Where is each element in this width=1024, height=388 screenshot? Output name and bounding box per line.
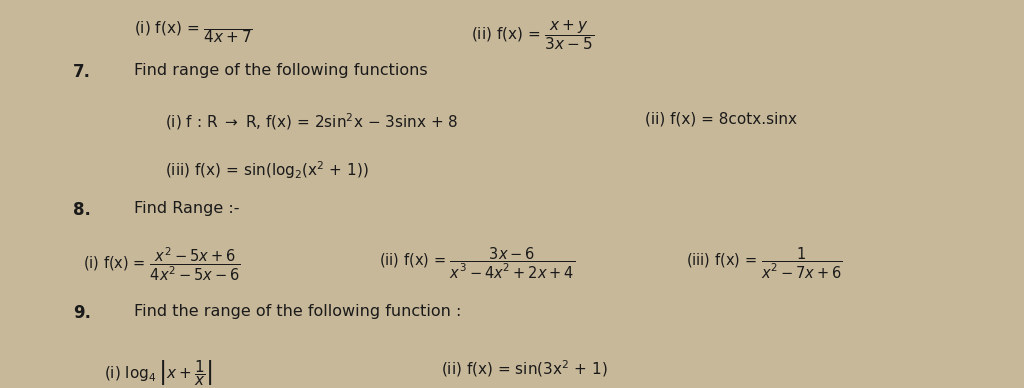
Text: (iii) f(x) = $\dfrac{1}{x^2-7x+6}$: (iii) f(x) = $\dfrac{1}{x^2-7x+6}$ [686,245,842,281]
Text: (i) f(x) = $\dfrac{x^2-5x+6}{4x^2-5x-6}$: (i) f(x) = $\dfrac{x^2-5x+6}{4x^2-5x-6}$ [83,245,241,283]
Text: 9.: 9. [73,304,91,322]
Text: 8.: 8. [73,201,91,218]
Text: (i) $\log_4\left|x+\dfrac{1}{x}\right|$: (i) $\log_4\left|x+\dfrac{1}{x}\right|$ [103,359,212,388]
Text: Find range of the following functions: Find range of the following functions [134,63,428,78]
Text: (iii) f(x) = sin(log$_2$(x$^2$ + 1)): (iii) f(x) = sin(log$_2$(x$^2$ + 1)) [165,159,369,181]
Text: (i) f(x) = $\dfrac{\quad\quad\quad}{4x+7}$: (i) f(x) = $\dfrac{\quad\quad\quad}{4x+7… [134,19,253,45]
Text: Find the range of the following function :: Find the range of the following function… [134,304,462,319]
Text: (ii) f(x) = 8cotx.sinx: (ii) f(x) = 8cotx.sinx [645,111,797,126]
Text: (ii) f(x) = $\dfrac{x+y}{3x-5}$: (ii) f(x) = $\dfrac{x+y}{3x-5}$ [471,19,594,52]
Text: (i) f : R $\rightarrow$ R, f(x) = 2sin$^2$x $-$ 3sinx + 8: (i) f : R $\rightarrow$ R, f(x) = 2sin$^… [165,111,458,132]
Text: (ii) f(x) = sin(3x$^2$ + 1): (ii) f(x) = sin(3x$^2$ + 1) [440,359,607,379]
Text: (ii) f(x) = $\dfrac{3x-6}{x^3-4x^2+2x+4}$: (ii) f(x) = $\dfrac{3x-6}{x^3-4x^2+2x+4}… [379,245,575,281]
Text: Find Range :-: Find Range :- [134,201,240,216]
Text: 7.: 7. [73,63,91,81]
